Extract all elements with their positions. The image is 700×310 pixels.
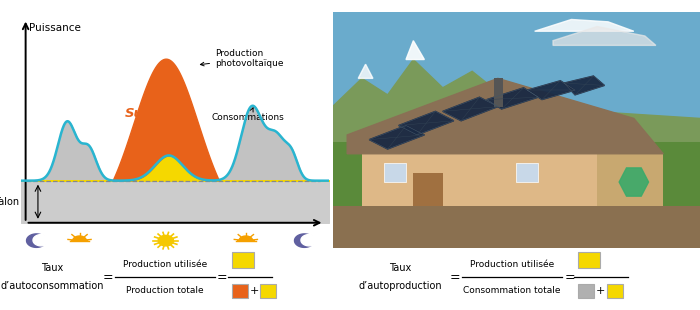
Text: Puissance: Puissance bbox=[29, 23, 80, 33]
Bar bbox=[597, 154, 663, 206]
Bar bbox=[332, 12, 700, 142]
Bar bbox=[232, 284, 248, 298]
Polygon shape bbox=[406, 41, 424, 60]
Text: Production utilisée: Production utilisée bbox=[123, 260, 207, 269]
Text: +: + bbox=[595, 286, 605, 296]
Text: Production
photovoltaïque: Production photovoltaïque bbox=[200, 49, 284, 69]
Text: =: = bbox=[565, 271, 575, 284]
Text: =: = bbox=[217, 271, 228, 284]
Bar bbox=[332, 206, 700, 248]
Text: Production utilisée: Production utilisée bbox=[470, 260, 554, 269]
Text: Taux: Taux bbox=[41, 263, 63, 273]
Text: d’autoconsommation: d’autoconsommation bbox=[0, 281, 104, 291]
Polygon shape bbox=[553, 27, 656, 45]
Polygon shape bbox=[399, 111, 454, 135]
Polygon shape bbox=[332, 60, 700, 142]
Polygon shape bbox=[358, 64, 373, 78]
Bar bbox=[413, 173, 442, 206]
Text: Production totale: Production totale bbox=[126, 286, 204, 294]
Bar bbox=[578, 284, 594, 298]
Polygon shape bbox=[27, 234, 46, 247]
Text: =: = bbox=[449, 271, 461, 284]
Polygon shape bbox=[487, 88, 538, 109]
Bar bbox=[494, 78, 503, 107]
Text: d’autoproduction: d’autoproduction bbox=[358, 281, 442, 291]
Polygon shape bbox=[71, 236, 88, 241]
Text: =: = bbox=[103, 271, 113, 284]
Text: Surplus: Surplus bbox=[125, 107, 182, 120]
Bar bbox=[232, 252, 254, 268]
Polygon shape bbox=[370, 126, 424, 149]
Text: Consommation totale: Consommation totale bbox=[463, 286, 561, 294]
Bar bbox=[384, 163, 406, 182]
Bar bbox=[517, 163, 538, 182]
Polygon shape bbox=[527, 81, 575, 100]
Polygon shape bbox=[620, 168, 648, 196]
Bar bbox=[607, 284, 623, 298]
Bar bbox=[578, 252, 600, 268]
Polygon shape bbox=[295, 234, 314, 247]
Bar bbox=[362, 135, 619, 206]
Bar bbox=[332, 142, 700, 248]
Polygon shape bbox=[237, 236, 255, 241]
Bar bbox=[260, 284, 276, 298]
Polygon shape bbox=[564, 76, 605, 95]
Polygon shape bbox=[158, 235, 174, 246]
Polygon shape bbox=[535, 20, 634, 31]
Polygon shape bbox=[347, 78, 664, 154]
Polygon shape bbox=[33, 235, 50, 246]
Text: Talon: Talon bbox=[0, 197, 20, 207]
Polygon shape bbox=[442, 97, 498, 121]
Text: Taux: Taux bbox=[389, 263, 411, 273]
Polygon shape bbox=[301, 235, 318, 246]
Text: Consommations: Consommations bbox=[212, 108, 285, 122]
Text: +: + bbox=[249, 286, 259, 296]
